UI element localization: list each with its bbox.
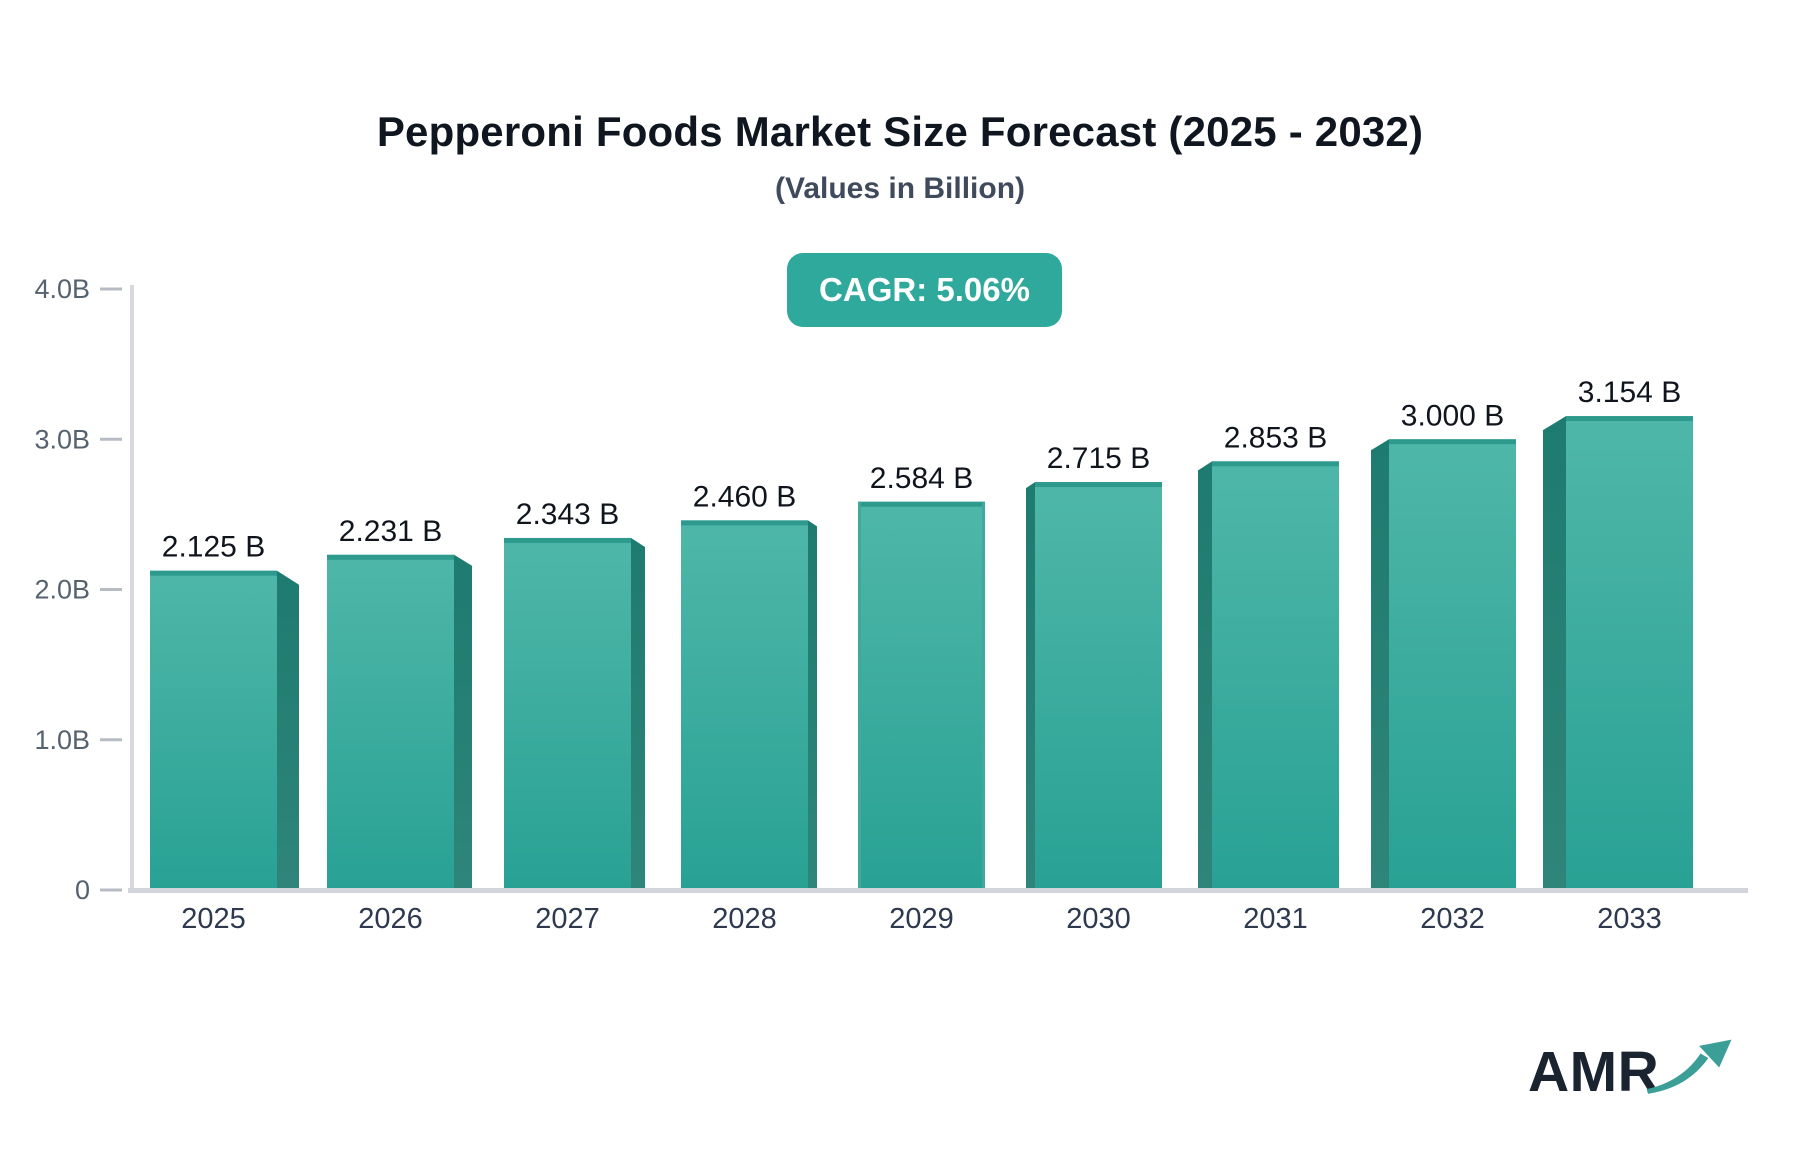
bar-side-face [454, 554, 472, 890]
bar-top-edge [1212, 461, 1339, 467]
y-tick-label: 1.0B [34, 725, 90, 755]
bar-top-edge [327, 554, 454, 560]
bar [1389, 439, 1516, 890]
amr-logo: AMR [1528, 1032, 1738, 1112]
bar-top-edge [1566, 416, 1693, 422]
bar-side-face [1371, 439, 1389, 890]
bar [504, 537, 631, 890]
bar-side-face [1198, 461, 1212, 890]
bar [858, 501, 985, 890]
x-tick-label: 2033 [1597, 903, 1662, 935]
y-tick-label: 3.0B [34, 424, 90, 454]
bar [681, 520, 808, 890]
bar-right-edge [982, 501, 985, 890]
bar [1566, 416, 1693, 890]
bar-value-label: 2.125 B [162, 531, 265, 564]
x-tick-label: 2030 [1066, 903, 1131, 935]
cagr-badge: CAGR: 5.06% [787, 253, 1062, 327]
y-tick-mark [100, 287, 122, 291]
x-tick-label: 2029 [889, 903, 954, 935]
bar-value-label: 2.231 B [339, 515, 442, 548]
amr-logo-text: AMR [1528, 1039, 1660, 1104]
y-tick-label: 0 [75, 875, 90, 905]
bar-value-label: 2.853 B [1224, 421, 1327, 454]
y-tick-label: 2.0B [34, 575, 90, 605]
bar-left-edge [858, 501, 861, 890]
x-tick-label: 2028 [712, 903, 777, 935]
y-tick-mark [100, 588, 122, 591]
bar-side-face [1543, 416, 1566, 890]
x-axis-baseline [128, 888, 1748, 893]
bar-side-face [277, 570, 299, 890]
y-tick-label: 4.0B [34, 274, 90, 304]
x-tick-label: 2027 [535, 903, 600, 935]
bar-top-edge [504, 537, 631, 543]
bar-top-edge [681, 520, 808, 526]
y-tick-mark [100, 738, 122, 742]
bar-top-edge [1035, 482, 1162, 488]
bar [1212, 461, 1339, 890]
growth-arrow-icon [1646, 1039, 1732, 1094]
bar-value-label: 2.715 B [1047, 442, 1150, 475]
chart-title: Pepperoni Foods Market Size Forecast (20… [376, 108, 1424, 155]
bar-side-face [631, 537, 645, 890]
bar-value-label: 2.584 B [870, 462, 973, 495]
bar-side-face [1026, 482, 1035, 890]
bar-value-label: 2.343 B [516, 498, 619, 531]
bar-side-face [808, 520, 817, 890]
bar-value-label: 3.000 B [1401, 399, 1504, 432]
bar-value-label: 3.154 B [1578, 376, 1681, 409]
bar [1035, 482, 1162, 890]
chart-subtitle: (Values in Billion) [774, 172, 1026, 205]
x-tick-label: 2032 [1420, 903, 1485, 935]
x-tick-label: 2026 [358, 903, 423, 935]
x-tick-label: 2025 [181, 903, 246, 935]
bar-value-label: 2.460 B [693, 480, 796, 513]
y-tick-mark [100, 437, 122, 441]
bar-top-edge [1389, 439, 1516, 445]
y-tick-mark [100, 888, 122, 892]
chart-header: Pepperoni Foods Market Size Forecast (20… [0, 0, 1800, 206]
x-tick-label: 2031 [1243, 903, 1308, 935]
bar-top-edge [150, 570, 277, 576]
bar-top-edge [858, 501, 985, 507]
bar [150, 570, 277, 890]
y-axis-line [130, 285, 134, 890]
bar [327, 554, 454, 890]
